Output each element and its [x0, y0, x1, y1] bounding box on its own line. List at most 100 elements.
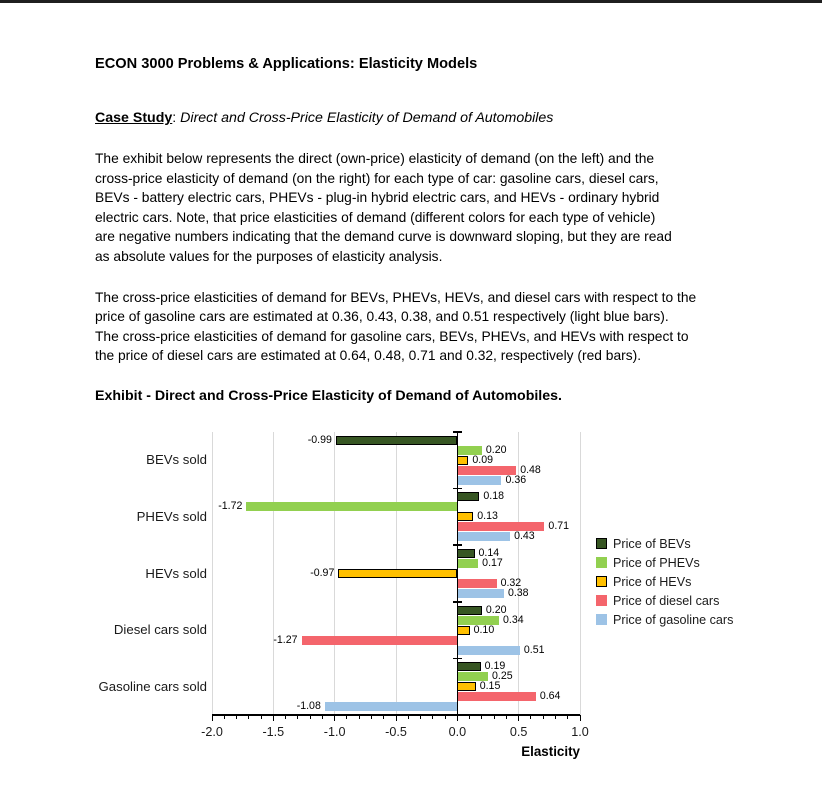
bar-value-label: 0.09 [472, 453, 493, 466]
x-axis-minor-tick [493, 715, 495, 719]
bar [457, 625, 470, 635]
case-study-label: Case Study [95, 110, 173, 126]
x-axis-minor-tick [346, 715, 348, 719]
legend-label: Price of HEVs [613, 574, 692, 589]
category-label: HEVs sold [145, 565, 207, 581]
bar [457, 645, 520, 655]
category-axis [456, 432, 459, 715]
legend-swatch [596, 557, 607, 568]
bar [457, 615, 500, 625]
x-axis-minor-tick [420, 715, 422, 719]
x-axis-minor-tick [383, 715, 385, 719]
category-label: Gasoline cars sold [98, 678, 207, 694]
bar-value-label: 0.18 [483, 490, 505, 503]
category-axis-tick [452, 601, 462, 603]
legend-item: Price of HEVs [596, 572, 733, 591]
bar [338, 569, 458, 578]
bar-value-label: 0.25 [492, 670, 513, 683]
category-axis-tick [452, 657, 462, 660]
legend-label: Price of diesel cars [613, 593, 720, 608]
x-axis-minor-tick [444, 715, 446, 719]
bar-value-label: -1.72 [218, 500, 243, 513]
bar-value-label: -0.99 [307, 433, 332, 446]
x-axis-tick-label: 0.5 [509, 725, 528, 739]
bar [457, 512, 474, 522]
bar-value-label: 0.19 [484, 660, 506, 673]
bar-value-label: 0.20 [485, 603, 507, 616]
bar [457, 445, 482, 455]
legend-label: Price of PHEVs [613, 555, 700, 570]
x-axis-minor-tick [432, 715, 434, 719]
x-axis-tick-label: -1.0 [323, 725, 346, 739]
x-axis-tick-label: -2.0 [201, 725, 223, 739]
category-axis-tick [452, 431, 462, 433]
legend-item: Price of BEVs [596, 534, 733, 553]
bar [457, 532, 511, 542]
x-axis-major-tick [395, 715, 397, 721]
bar-value-label: -0.97 [310, 567, 335, 579]
gridline [334, 432, 336, 715]
x-axis-minor-tick [530, 715, 532, 719]
legend-swatch [596, 595, 607, 606]
bar [301, 635, 458, 645]
bar [335, 435, 458, 445]
bar-value-label: 0.14 [478, 547, 500, 559]
x-axis-tick-label: -1.5 [262, 725, 285, 739]
x-axis-minor-tick [542, 715, 544, 719]
gridline [579, 432, 581, 715]
bar-value-label: 0.17 [482, 557, 503, 569]
x-axis-minor-tick [407, 715, 409, 719]
x-axis-minor-tick [358, 715, 360, 719]
bar [457, 589, 504, 598]
bar-value-label: 0.13 [477, 510, 498, 523]
gridline [211, 432, 213, 715]
x-axis-minor-tick [469, 715, 471, 719]
category-label: Diesel cars sold [113, 622, 207, 638]
x-axis-minor-tick [554, 715, 556, 719]
chart-plot-area: -0.99 0.18 0.14 0.20 0.19 0.20 -1.72 0.17 0.34 0.… [211, 431, 581, 721]
gridline [272, 432, 274, 715]
bar-value-label: 0.15 [479, 680, 501, 693]
x-axis-tick-label: -0.5 [385, 725, 407, 739]
bar [457, 492, 480, 502]
category-label: PHEVs sold [136, 508, 207, 524]
paragraph-1: The exhibit below represents the direct … [95, 151, 672, 264]
bar [457, 549, 475, 558]
bar [457, 522, 545, 532]
paragraph-2: The cross-price elasticities of demand f… [95, 289, 697, 364]
bar-value-label: 0.71 [548, 520, 570, 533]
x-axis-tick-label: 0.0 [448, 725, 467, 739]
x-axis-minor-tick [260, 715, 262, 719]
exhibit-caption: Exhibit - Direct and Cross-Price Elastic… [95, 387, 562, 404]
x-axis-minor-tick [285, 715, 287, 719]
legend-swatch [596, 576, 607, 587]
bar-value-label: -1.08 [296, 700, 321, 713]
bar [457, 455, 469, 465]
document-body: ECON 3000 Problems & Applications: Elast… [95, 55, 795, 406]
x-axis-major-tick [579, 715, 581, 721]
x-axis-title: Elasticity [521, 744, 580, 759]
bar-value-label: 0.64 [539, 690, 561, 703]
case-study-title: Direct and Cross-Price Elasticity of Dem… [180, 110, 554, 126]
legend-item: Price of PHEVs [596, 553, 733, 572]
x-axis-minor-tick [505, 715, 507, 719]
elasticity-bar-chart: -0.99 0.18 0.14 0.20 0.19 0.20 -1.72 0.17 0.34 0.… [0, 425, 822, 785]
x-axis-major-tick [518, 715, 520, 721]
case-study-heading: Case Study: Direct and Cross-Price Elast… [95, 109, 795, 128]
bar-value-label: 0.32 [500, 577, 522, 589]
bar-value-label: -1.27 [273, 633, 298, 646]
legend-swatch [596, 538, 607, 549]
bar [457, 475, 502, 485]
x-axis-tick-label: 1.0 [571, 725, 589, 739]
x-axis-minor-tick [481, 715, 483, 719]
x-axis-major-tick [334, 715, 336, 721]
bar [457, 465, 517, 475]
legend-label: Price of BEVs [613, 536, 691, 551]
bar [324, 702, 458, 712]
gridline [518, 432, 520, 715]
legend-item: Price of diesel cars [596, 591, 733, 610]
bar-value-label: 0.38 [507, 587, 529, 599]
bar [457, 579, 497, 588]
bar [457, 662, 481, 672]
x-axis-minor-tick [321, 715, 323, 719]
